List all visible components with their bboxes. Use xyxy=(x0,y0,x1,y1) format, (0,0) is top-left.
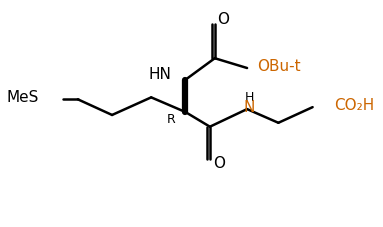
Text: R: R xyxy=(166,113,175,126)
Text: O: O xyxy=(213,156,225,171)
Text: HN: HN xyxy=(149,67,172,82)
Text: MeS: MeS xyxy=(7,90,39,105)
Text: H: H xyxy=(244,91,254,104)
Text: O: O xyxy=(218,12,229,27)
Text: N: N xyxy=(243,100,255,115)
Text: OBu-t: OBu-t xyxy=(257,59,301,74)
Text: CO₂H: CO₂H xyxy=(334,98,374,113)
